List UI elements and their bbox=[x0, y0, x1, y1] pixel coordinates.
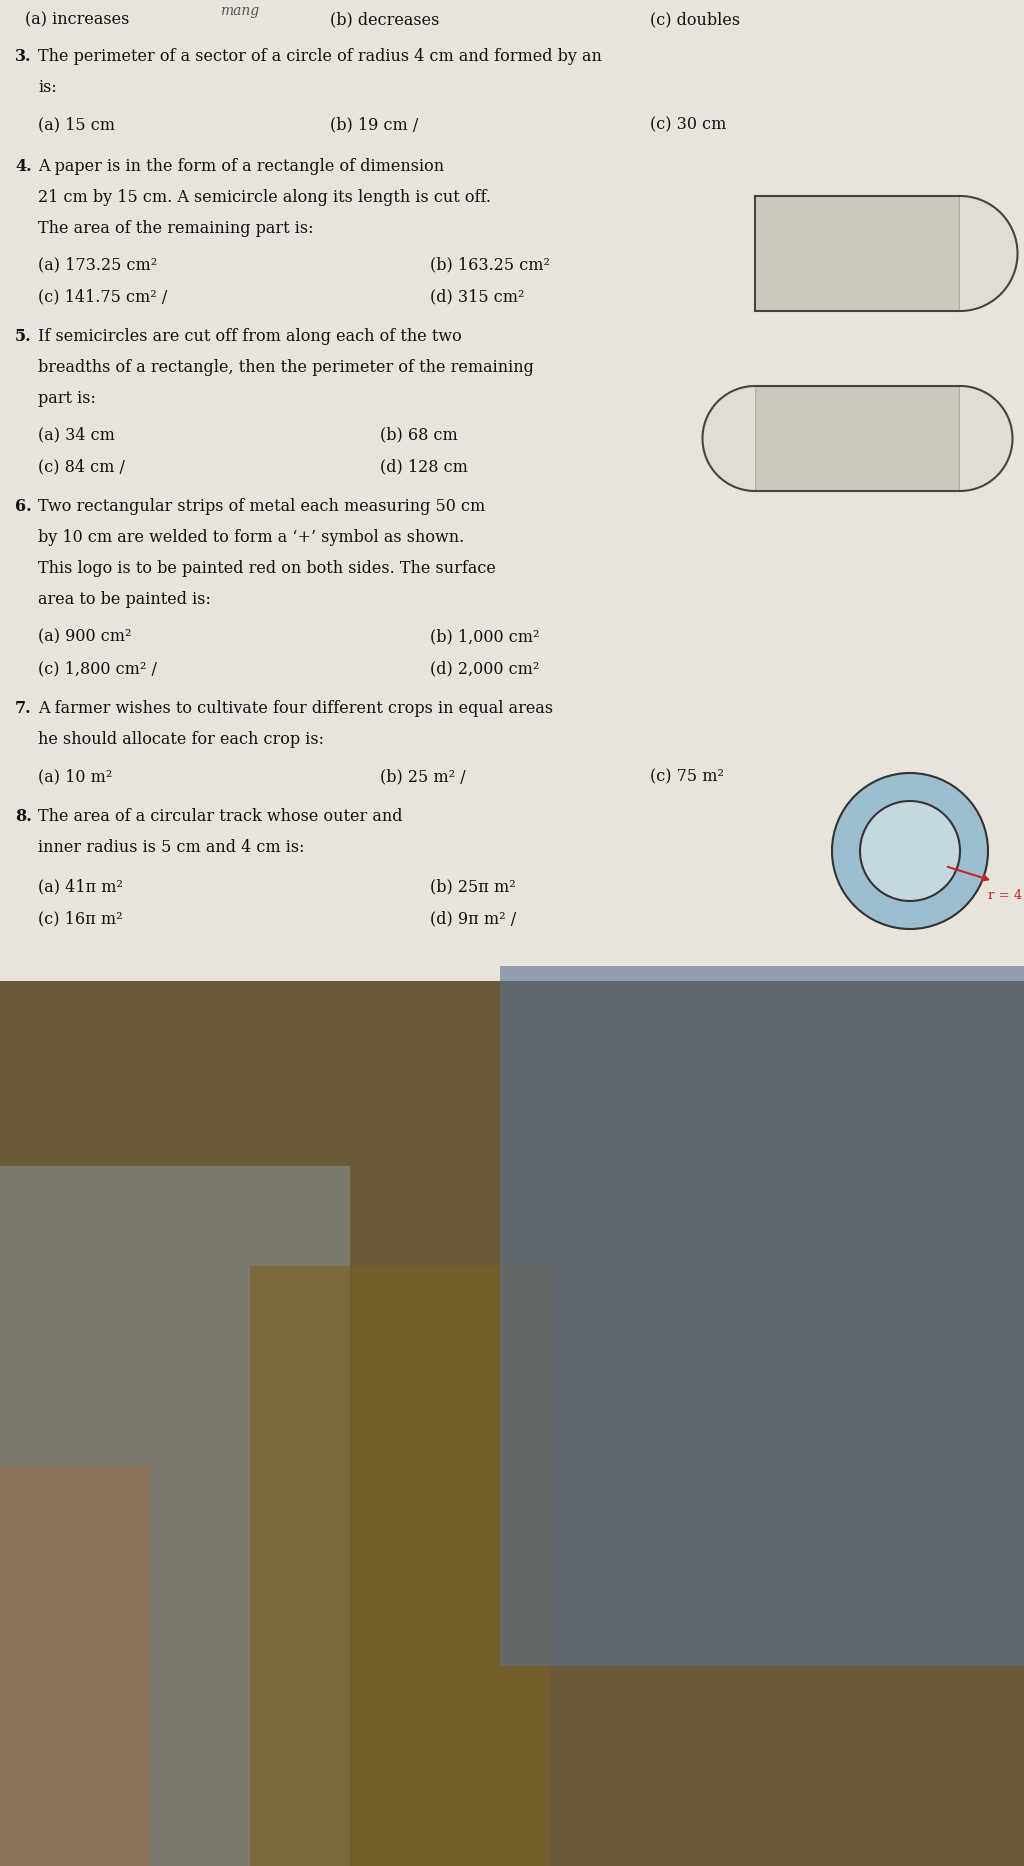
Text: is:: is: bbox=[38, 78, 56, 95]
Circle shape bbox=[860, 801, 961, 901]
Text: (a) 173.25 cm²: (a) 173.25 cm² bbox=[38, 256, 158, 272]
Text: (c) 84 cm /: (c) 84 cm / bbox=[38, 457, 125, 476]
Text: 5.: 5. bbox=[15, 328, 32, 345]
FancyBboxPatch shape bbox=[0, 982, 1024, 1866]
Text: by 10 cm are welded to form a ‘+’ symbol as shown.: by 10 cm are welded to form a ‘+’ symbol… bbox=[38, 528, 464, 547]
FancyBboxPatch shape bbox=[250, 1265, 550, 1866]
Polygon shape bbox=[702, 386, 755, 491]
FancyBboxPatch shape bbox=[0, 1166, 350, 1866]
Text: 6.: 6. bbox=[15, 498, 32, 515]
Text: 8.: 8. bbox=[15, 808, 32, 825]
Text: (a) 15 cm: (a) 15 cm bbox=[38, 116, 115, 132]
Text: (a) 900 cm²: (a) 900 cm² bbox=[38, 629, 131, 646]
Text: mang: mang bbox=[220, 4, 259, 19]
Text: (d) 128 cm: (d) 128 cm bbox=[380, 457, 468, 476]
Text: 7.: 7. bbox=[15, 700, 32, 717]
Text: (d) 9π m² /: (d) 9π m² / bbox=[430, 911, 516, 927]
Text: inner radius is 5 cm and 4 cm is:: inner radius is 5 cm and 4 cm is: bbox=[38, 840, 304, 856]
Text: (c) 141.75 cm² /: (c) 141.75 cm² / bbox=[38, 287, 167, 304]
Text: (b) decreases: (b) decreases bbox=[330, 11, 439, 28]
Text: The perimeter of a sector of a circle of radius 4 cm and formed by an: The perimeter of a sector of a circle of… bbox=[38, 49, 602, 65]
Text: (b) 25π m²: (b) 25π m² bbox=[430, 879, 516, 896]
FancyBboxPatch shape bbox=[0, 1467, 150, 1866]
Text: he should allocate for each crop is:: he should allocate for each crop is: bbox=[38, 731, 324, 748]
Text: The area of the remaining part is:: The area of the remaining part is: bbox=[38, 220, 313, 237]
Text: breadths of a rectangle, then the perimeter of the remaining: breadths of a rectangle, then the perime… bbox=[38, 358, 534, 377]
Text: (b) 25 m² /: (b) 25 m² / bbox=[380, 769, 466, 786]
Text: (b) 68 cm: (b) 68 cm bbox=[380, 425, 458, 442]
Text: (a) increases: (a) increases bbox=[25, 11, 129, 28]
Text: (d) 2,000 cm²: (d) 2,000 cm² bbox=[430, 661, 540, 677]
Text: (b) 1,000 cm²: (b) 1,000 cm² bbox=[430, 629, 540, 646]
Text: (c) 30 cm: (c) 30 cm bbox=[650, 116, 726, 132]
Polygon shape bbox=[961, 386, 1013, 491]
Text: (a) 41π m²: (a) 41π m² bbox=[38, 879, 123, 896]
Text: This logo is to be painted red on both sides. The surface: This logo is to be painted red on both s… bbox=[38, 560, 496, 577]
Text: part is:: part is: bbox=[38, 390, 96, 407]
Text: A farmer wishes to cultivate four different crops in equal areas: A farmer wishes to cultivate four differ… bbox=[38, 700, 553, 717]
Text: r = 4 m: r = 4 m bbox=[988, 888, 1024, 901]
Text: 21 cm by 15 cm. A semicircle along its length is cut off.: 21 cm by 15 cm. A semicircle along its l… bbox=[38, 188, 490, 205]
Text: (a) 34 cm: (a) 34 cm bbox=[38, 425, 115, 442]
Text: If semicircles are cut off from along each of the two: If semicircles are cut off from along ea… bbox=[38, 328, 462, 345]
Polygon shape bbox=[961, 196, 1018, 312]
Text: A paper is in the form of a rectangle of dimension: A paper is in the form of a rectangle of… bbox=[38, 159, 444, 175]
Text: (c) doubles: (c) doubles bbox=[650, 11, 740, 28]
Text: 3.: 3. bbox=[15, 49, 32, 65]
Text: (b) 163.25 cm²: (b) 163.25 cm² bbox=[430, 256, 550, 272]
Text: (d) 315 cm²: (d) 315 cm² bbox=[430, 287, 524, 304]
FancyBboxPatch shape bbox=[500, 967, 1024, 1666]
Text: (b) 19 cm /: (b) 19 cm / bbox=[330, 116, 418, 132]
FancyBboxPatch shape bbox=[0, 0, 1024, 982]
FancyBboxPatch shape bbox=[755, 386, 961, 491]
Text: (c) 75 m²: (c) 75 m² bbox=[650, 769, 724, 786]
Text: (c) 16π m²: (c) 16π m² bbox=[38, 911, 123, 927]
Text: 4.: 4. bbox=[15, 159, 32, 175]
Text: Two rectangular strips of metal each measuring 50 cm: Two rectangular strips of metal each mea… bbox=[38, 498, 485, 515]
Text: (a) 10 m²: (a) 10 m² bbox=[38, 769, 113, 786]
FancyBboxPatch shape bbox=[755, 196, 961, 312]
Text: The area of a circular track whose outer and: The area of a circular track whose outer… bbox=[38, 808, 402, 825]
Text: area to be painted is:: area to be painted is: bbox=[38, 592, 211, 608]
Text: (c) 1,800 cm² /: (c) 1,800 cm² / bbox=[38, 661, 157, 677]
Circle shape bbox=[831, 773, 988, 929]
